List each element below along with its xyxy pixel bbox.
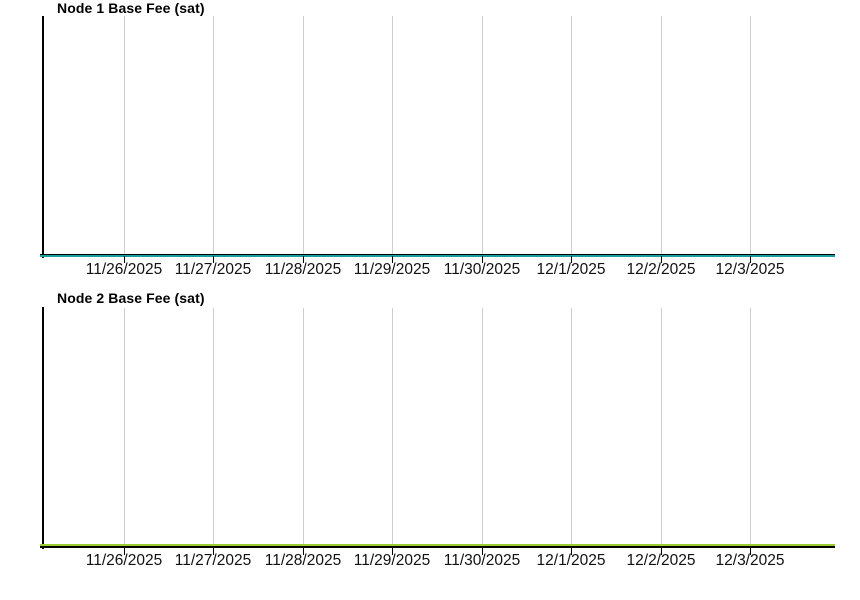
- x-axis-date-label: 11/30/2025: [443, 261, 521, 278]
- x-axis-date-label: 11/30/2025: [443, 552, 521, 569]
- axis-tick: [213, 256, 214, 263]
- axis-tick: [482, 256, 483, 263]
- x-axis-date-label: 11/29/2025: [353, 261, 431, 278]
- gridline: [213, 16, 214, 254]
- gridline: [124, 16, 125, 254]
- gridline: [392, 308, 393, 546]
- x-axis-date-label: 12/1/2025: [536, 552, 606, 569]
- gridline: [750, 308, 751, 546]
- gridline: [392, 16, 393, 254]
- axis-tick: [213, 548, 214, 555]
- axis-tick: [661, 548, 662, 555]
- axis-tick: [482, 548, 483, 555]
- axis-tick: [124, 548, 125, 555]
- axis-tick: [303, 548, 304, 555]
- axis-tick: [571, 548, 572, 555]
- x-axis-date-label: 12/2/2025: [626, 261, 696, 278]
- x-axis-date-label: 12/3/2025: [715, 261, 785, 278]
- axis-tick: [303, 256, 304, 263]
- y-axis-line: [42, 307, 44, 549]
- chart-panel-node1-base-fee: Node 1 Base Fee (sat) 11/26/2025 11/27/2…: [0, 0, 860, 290]
- axis-tick: [124, 256, 125, 263]
- x-axis-date-label: 11/27/2025: [174, 552, 252, 569]
- x-axis-date-label: 12/3/2025: [715, 552, 785, 569]
- gridline: [750, 16, 751, 254]
- chart-title: Node 2 Base Fee (sat): [57, 290, 205, 306]
- x-axis-date-label: 11/28/2025: [264, 552, 342, 569]
- gridline: [571, 16, 572, 254]
- x-axis-date-label: 11/26/2025: [85, 552, 163, 569]
- gridline: [661, 308, 662, 546]
- axis-tick: [750, 548, 751, 555]
- chart-title: Node 1 Base Fee (sat): [57, 0, 205, 16]
- gridline: [124, 308, 125, 546]
- x-axis-line: [40, 546, 835, 548]
- axis-tick: [392, 548, 393, 555]
- x-axis-date-label: 11/26/2025: [85, 261, 163, 278]
- gridline: [213, 308, 214, 546]
- gridline: [303, 308, 304, 546]
- gridline: [482, 16, 483, 254]
- gridline: [303, 16, 304, 254]
- x-axis-date-label: 12/2/2025: [626, 552, 696, 569]
- x-axis-date-label: 11/27/2025: [174, 261, 252, 278]
- axis-tick: [571, 256, 572, 263]
- axis-tick: [750, 256, 751, 263]
- x-axis-date-label: 11/28/2025: [264, 261, 342, 278]
- y-axis-line: [42, 16, 44, 258]
- axis-tick: [392, 256, 393, 263]
- axis-tick: [661, 256, 662, 263]
- gridline: [661, 16, 662, 254]
- series-zero-line: [40, 544, 835, 546]
- gridline: [482, 308, 483, 546]
- x-axis-date-label: 11/29/2025: [353, 552, 431, 569]
- chart-panel-node2-base-fee: Node 2 Base Fee (sat) 11/26/2025 11/27/2…: [0, 290, 860, 580]
- series-zero-line: [40, 255, 835, 257]
- x-axis-line: [40, 253, 835, 256]
- gridline: [571, 308, 572, 546]
- x-axis-date-label: 12/1/2025: [536, 261, 606, 278]
